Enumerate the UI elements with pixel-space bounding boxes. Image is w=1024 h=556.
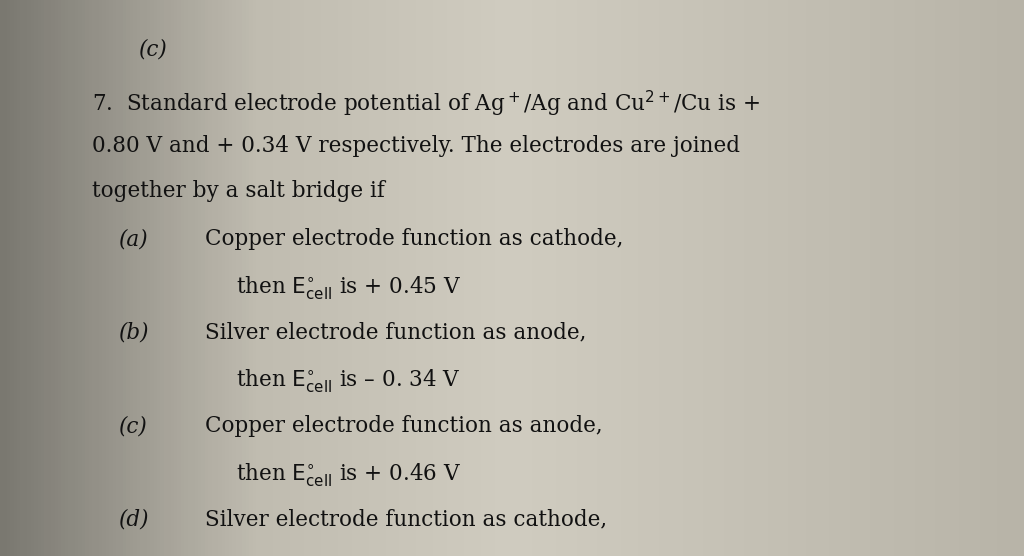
Text: (b): (b): [118, 321, 148, 344]
Text: then $\mathrm{E^{\circ}_{cell}}$ is + 0.46 V: then $\mathrm{E^{\circ}_{cell}}$ is + 0.…: [236, 460, 461, 488]
Text: (d): (d): [118, 509, 148, 530]
Text: then $\mathrm{E^{\circ}_{cell}}$ is – 0.34 V: then $\mathrm{E^{\circ}_{cell}}$ is – 0.…: [236, 554, 454, 556]
Text: Copper electrode function as cathode,: Copper electrode function as cathode,: [205, 228, 624, 250]
Text: (a): (a): [118, 228, 147, 250]
Text: then $\mathrm{E^{\circ}_{cell}}$ is + 0.45 V: then $\mathrm{E^{\circ}_{cell}}$ is + 0.…: [236, 274, 461, 301]
Text: Silver electrode function as cathode,: Silver electrode function as cathode,: [205, 509, 607, 530]
Text: then $\mathrm{E^{\circ}_{cell}}$ is – 0. 34 V: then $\mathrm{E^{\circ}_{cell}}$ is – 0.…: [236, 367, 460, 394]
Text: (c): (c): [138, 39, 167, 61]
Text: Copper electrode function as anode,: Copper electrode function as anode,: [205, 415, 602, 437]
Text: (c): (c): [118, 415, 146, 437]
Text: Silver electrode function as anode,: Silver electrode function as anode,: [205, 321, 586, 344]
Text: together by a salt bridge if: together by a salt bridge if: [92, 180, 385, 202]
Text: 7.  Standard electrode potential of Ag$^+$/Ag and Cu$^{2+}$/Cu is +: 7. Standard electrode potential of Ag$^+…: [92, 89, 760, 120]
Text: 0.80 V and + 0.34 V respectively. The electrodes are joined: 0.80 V and + 0.34 V respectively. The el…: [92, 135, 740, 157]
